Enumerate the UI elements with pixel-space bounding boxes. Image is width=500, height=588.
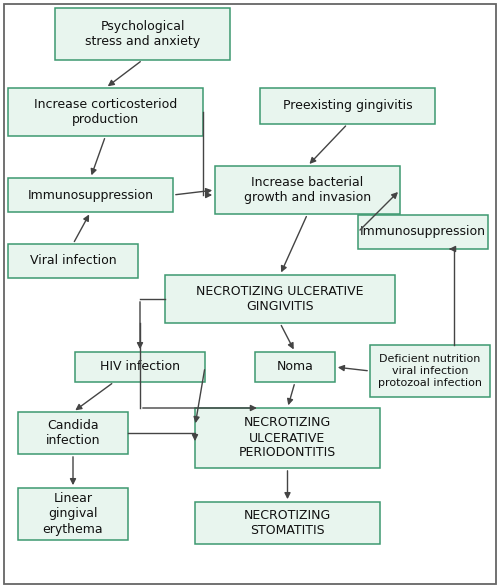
FancyBboxPatch shape	[370, 345, 490, 397]
FancyBboxPatch shape	[165, 275, 395, 323]
FancyBboxPatch shape	[8, 88, 203, 136]
Text: Candida
infection: Candida infection	[46, 419, 100, 447]
FancyBboxPatch shape	[18, 488, 128, 540]
FancyBboxPatch shape	[260, 88, 435, 124]
FancyBboxPatch shape	[18, 412, 128, 454]
FancyBboxPatch shape	[55, 8, 230, 60]
Text: Immunosuppression: Immunosuppression	[28, 189, 154, 202]
Text: NECROTIZING
STOMATITIS: NECROTIZING STOMATITIS	[244, 509, 331, 537]
Text: Increase bacterial
growth and invasion: Increase bacterial growth and invasion	[244, 176, 371, 204]
Text: Deficient nutrition
viral infection
protozoal infection: Deficient nutrition viral infection prot…	[378, 355, 482, 387]
FancyBboxPatch shape	[75, 352, 205, 382]
FancyBboxPatch shape	[8, 178, 173, 212]
FancyBboxPatch shape	[358, 215, 488, 249]
Text: Viral infection: Viral infection	[30, 255, 117, 268]
FancyBboxPatch shape	[255, 352, 335, 382]
Text: NECROTIZING
ULCERATIVE
PERIODONTITIS: NECROTIZING ULCERATIVE PERIODONTITIS	[239, 416, 336, 459]
Text: Immunosuppression: Immunosuppression	[360, 226, 486, 239]
Text: Psychological
stress and anxiety: Psychological stress and anxiety	[85, 20, 200, 48]
FancyBboxPatch shape	[8, 244, 138, 278]
Text: Increase corticosteriod
production: Increase corticosteriod production	[34, 98, 177, 126]
Text: NECROTIZING ULCERATIVE
GINGIVITIS: NECROTIZING ULCERATIVE GINGIVITIS	[196, 285, 364, 313]
FancyBboxPatch shape	[215, 166, 400, 214]
Text: Linear
gingival
erythema: Linear gingival erythema	[42, 493, 104, 536]
Text: Noma: Noma	[276, 360, 314, 373]
Text: Preexisting gingivitis: Preexisting gingivitis	[282, 99, 412, 112]
FancyBboxPatch shape	[195, 502, 380, 544]
Text: HIV infection: HIV infection	[100, 360, 180, 373]
FancyBboxPatch shape	[195, 408, 380, 468]
